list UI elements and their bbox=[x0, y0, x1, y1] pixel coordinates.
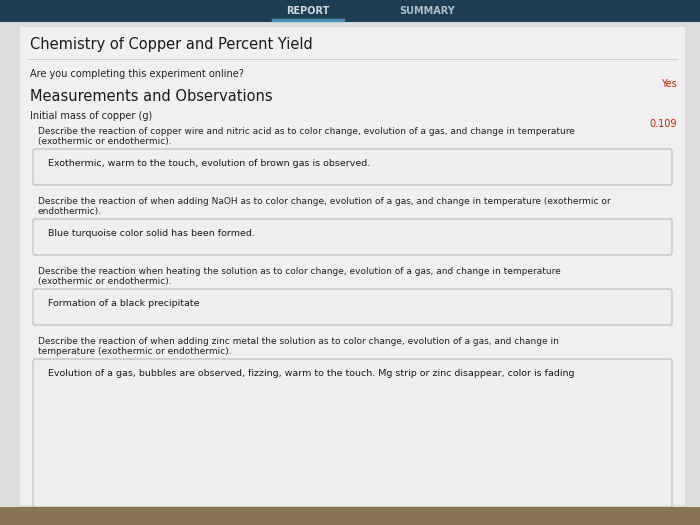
Text: Measurements and Observations: Measurements and Observations bbox=[30, 89, 272, 104]
Bar bbox=[0, 507, 700, 525]
Bar bbox=[0, 0, 700, 22]
FancyBboxPatch shape bbox=[33, 289, 672, 325]
Text: Describe the reaction of copper wire and nitric acid as to color change, evoluti: Describe the reaction of copper wire and… bbox=[38, 127, 575, 146]
Text: SUMMARY: SUMMARY bbox=[399, 6, 455, 16]
Text: Blue turquoise color solid has been formed.: Blue turquoise color solid has been form… bbox=[48, 229, 255, 238]
Text: Are you completing this experiment online?: Are you completing this experiment onlin… bbox=[30, 69, 244, 79]
Text: Describe the reaction of when adding zinc metal the solution as to color change,: Describe the reaction of when adding zin… bbox=[38, 337, 559, 356]
Text: Evolution of a gas, bubbles are observed, fizzing, warm to the touch. Mg strip o: Evolution of a gas, bubbles are observed… bbox=[48, 369, 575, 378]
FancyBboxPatch shape bbox=[33, 359, 672, 507]
Text: Describe the reaction when heating the solution as to color change, evolution of: Describe the reaction when heating the s… bbox=[38, 267, 561, 287]
Text: Formation of a black precipitate: Formation of a black precipitate bbox=[48, 299, 200, 308]
Text: Initial mass of copper (g): Initial mass of copper (g) bbox=[30, 111, 153, 121]
Text: 0.109: 0.109 bbox=[650, 119, 677, 129]
FancyBboxPatch shape bbox=[33, 149, 672, 185]
Text: Describe the reaction of when adding NaOH as to color change, evolution of a gas: Describe the reaction of when adding NaO… bbox=[38, 197, 610, 216]
Text: Chemistry of Copper and Percent Yield: Chemistry of Copper and Percent Yield bbox=[30, 37, 313, 52]
FancyBboxPatch shape bbox=[33, 219, 672, 255]
Text: Exothermic, warm to the touch, evolution of brown gas is observed.: Exothermic, warm to the touch, evolution… bbox=[48, 159, 370, 168]
Text: REPORT: REPORT bbox=[286, 6, 330, 16]
Text: Yes: Yes bbox=[662, 79, 677, 89]
